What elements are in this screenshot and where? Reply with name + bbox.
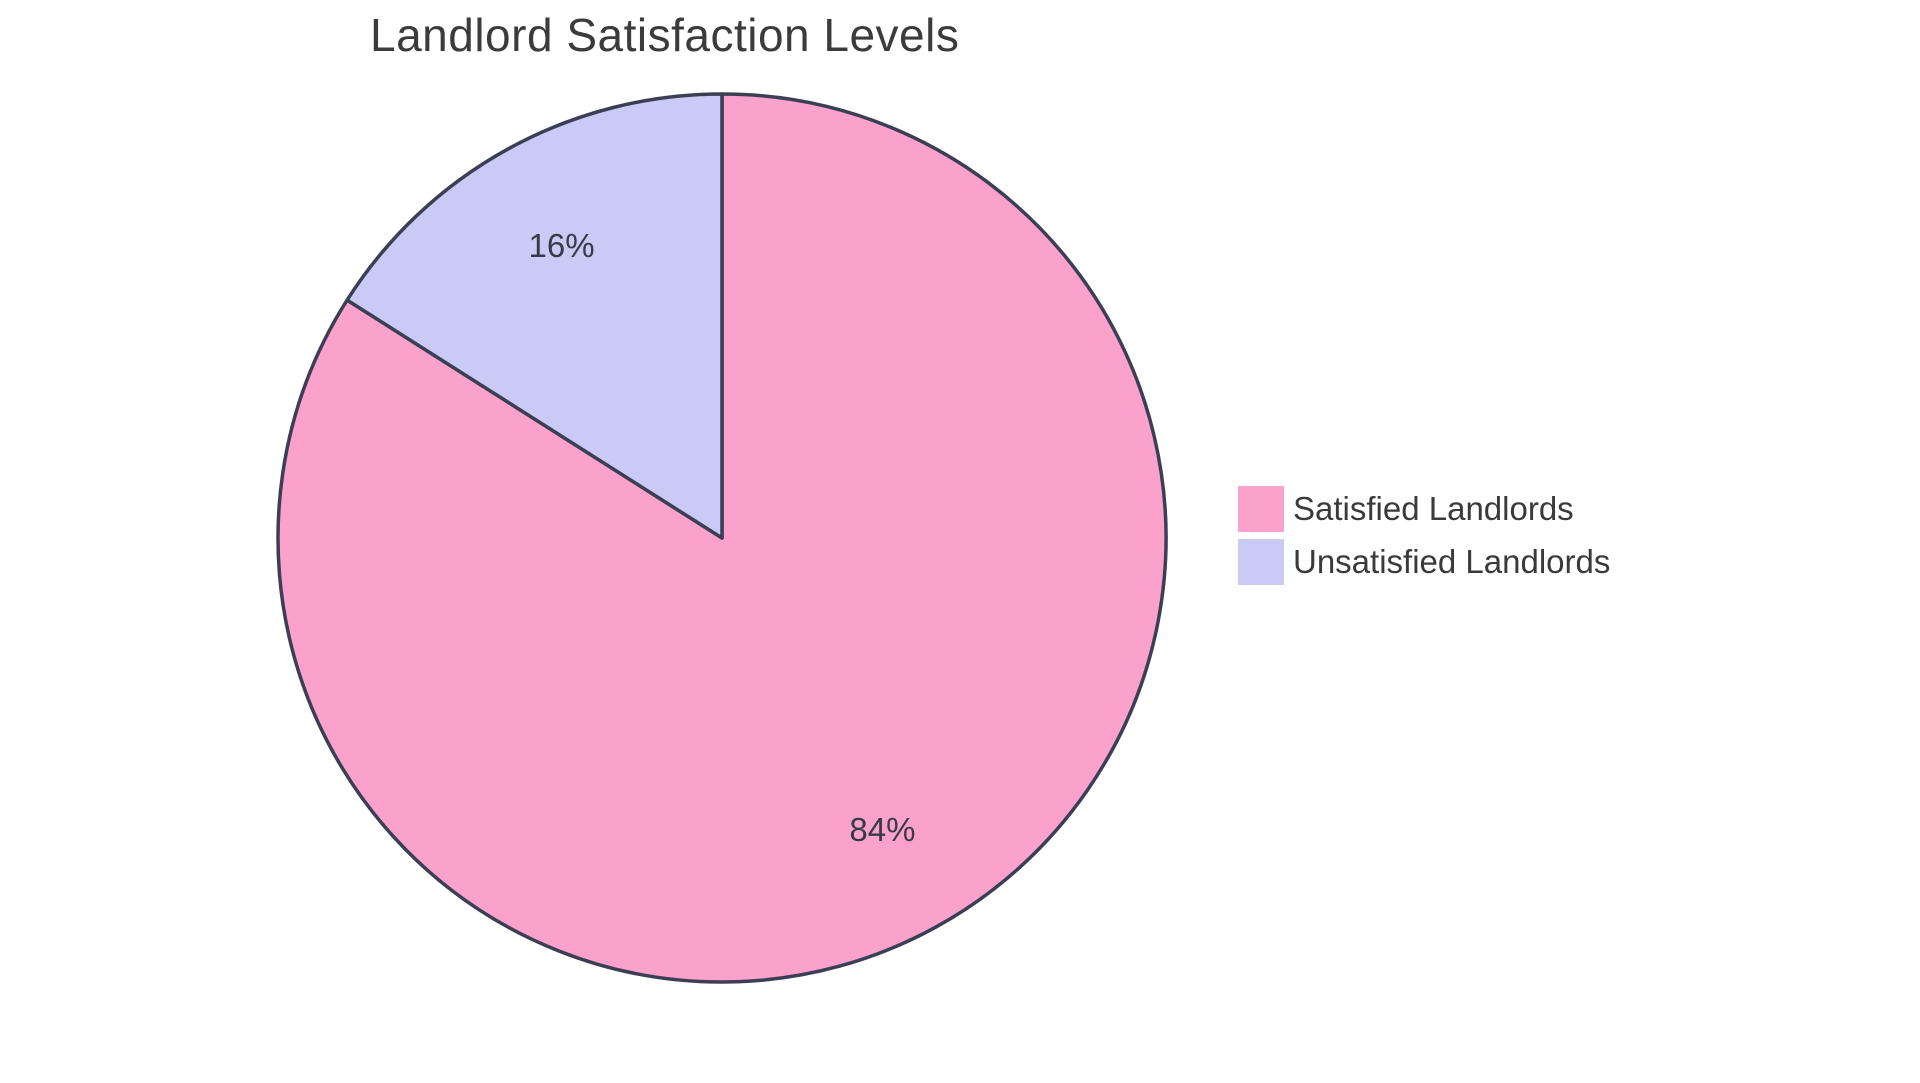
pie-slice — [345, 92, 724, 540]
slice-percent-label-satisfied: 84% — [849, 810, 916, 848]
slice-percent-label-unsatisfied: 16% — [528, 227, 595, 265]
chart-title: Landlord Satisfaction Levels — [370, 9, 960, 61]
legend-swatch-satisfied — [1238, 486, 1284, 532]
legend-item-unsatisfied: Unsatisfied Landlords — [1238, 539, 1610, 585]
legend: Satisfied Landlords Unsatisfied Landlord… — [1238, 486, 1610, 592]
legend-label-unsatisfied: Unsatisfied Landlords — [1293, 543, 1611, 580]
legend-swatch-unsatisfied — [1238, 539, 1284, 585]
legend-item-satisfied: Satisfied Landlords — [1238, 486, 1610, 532]
legend-label-satisfied: Satisfied Landlords — [1293, 490, 1574, 527]
